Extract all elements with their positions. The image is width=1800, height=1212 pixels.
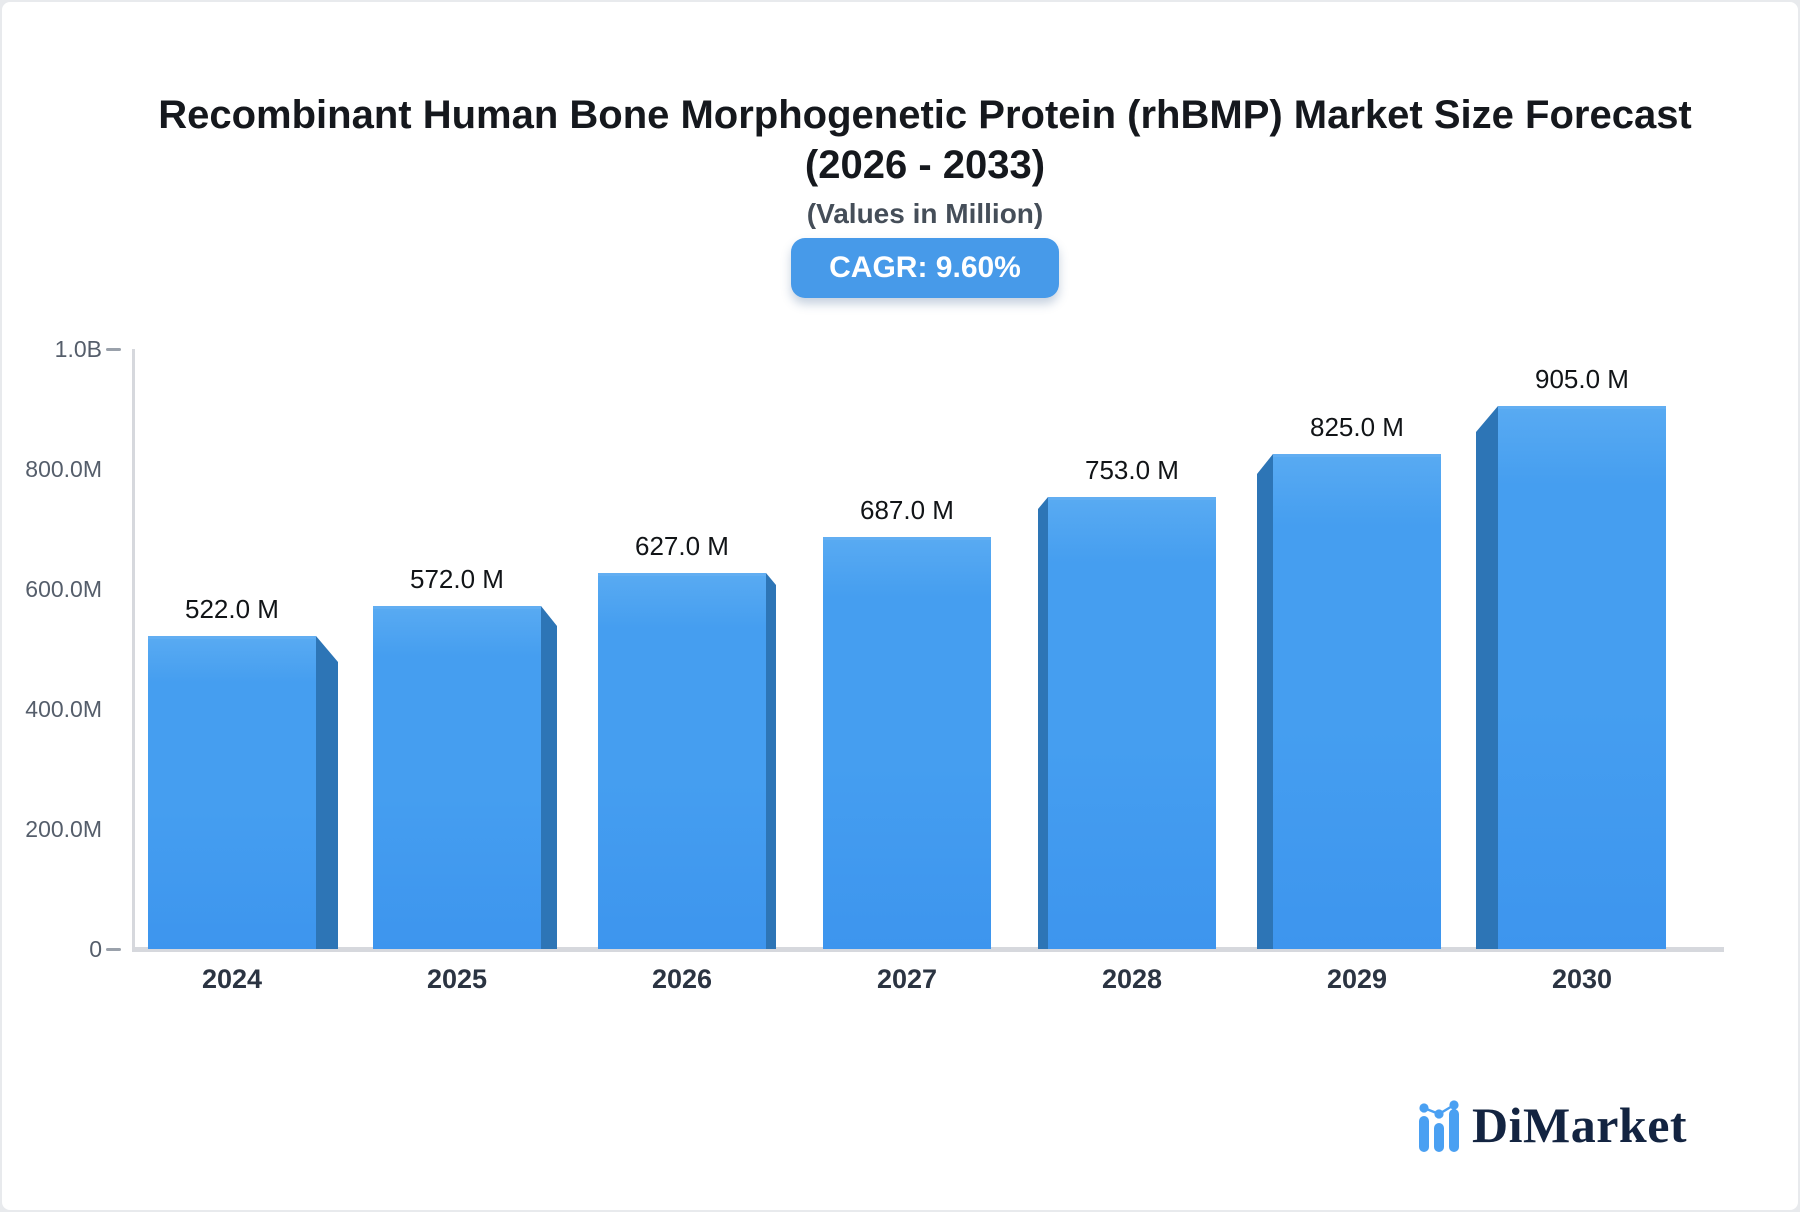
bar-value-label: 522.0 M: [185, 594, 279, 624]
dimarket-logo: DiMarket: [1416, 1096, 1687, 1152]
x-axis-label: 2024: [201, 964, 263, 994]
chart-subtitle: (Values in Million): [806, 198, 1044, 229]
bar-side-face: [1038, 497, 1048, 949]
bar: [823, 537, 991, 949]
bar: [1048, 497, 1216, 949]
bar-side-face: [541, 606, 557, 949]
bar-value-label: 687.0 M: [860, 495, 954, 525]
y-axis-label: 800.0M: [25, 456, 102, 482]
bar: [148, 636, 316, 949]
y-axis-line: [132, 349, 135, 950]
bar: [1273, 454, 1441, 949]
y-axis-label: 400.0M: [25, 696, 102, 722]
bar-side-face: [316, 636, 338, 949]
bar: [598, 573, 766, 949]
bar-value-label: 572.0 M: [410, 564, 504, 594]
cagr-badge: CAGR: 9.60%: [791, 238, 1059, 298]
chart-title-line-1: Recombinant Human Bone Morphogenetic Pro…: [158, 93, 1692, 137]
bar-value-label: 753.0 M: [1085, 455, 1179, 485]
y-axis-label: 0: [89, 936, 102, 962]
bar-side-face: [1476, 406, 1498, 949]
y-axis-label: 600.0M: [25, 576, 102, 602]
logo-text: DiMarket: [1472, 1097, 1688, 1153]
y-axis-label: 200.0M: [25, 816, 102, 842]
x-axis-line: [132, 947, 1724, 952]
y-axis-label: 1.0B: [54, 336, 102, 362]
bar: [373, 606, 541, 949]
logo-bar-chart-with-trendline-icon: [1419, 1100, 1459, 1152]
x-axis-label: 2026: [651, 964, 713, 994]
x-axis-label: 2029: [1326, 964, 1388, 994]
bar-side-face: [1257, 454, 1273, 949]
bar-side-face: [766, 573, 776, 949]
y-axis-tick: [106, 948, 121, 951]
bar-value-label: 825.0 M: [1310, 412, 1404, 442]
bar-value-label: 627.0 M: [635, 531, 729, 561]
bar: [1498, 406, 1666, 949]
x-axis-label: 2027: [876, 964, 938, 994]
x-axis-label: 2028: [1101, 964, 1163, 994]
y-axis-tick: [106, 348, 121, 351]
bar-value-label: 905.0 M: [1535, 364, 1629, 394]
x-axis-label: 2025: [426, 964, 488, 994]
x-axis-label: 2030: [1551, 964, 1613, 994]
chart-title-line-2: (2026 - 2033): [804, 143, 1046, 187]
chart-header: Recombinant Human Bone Morphogenetic Pro…: [127, 90, 1723, 298]
